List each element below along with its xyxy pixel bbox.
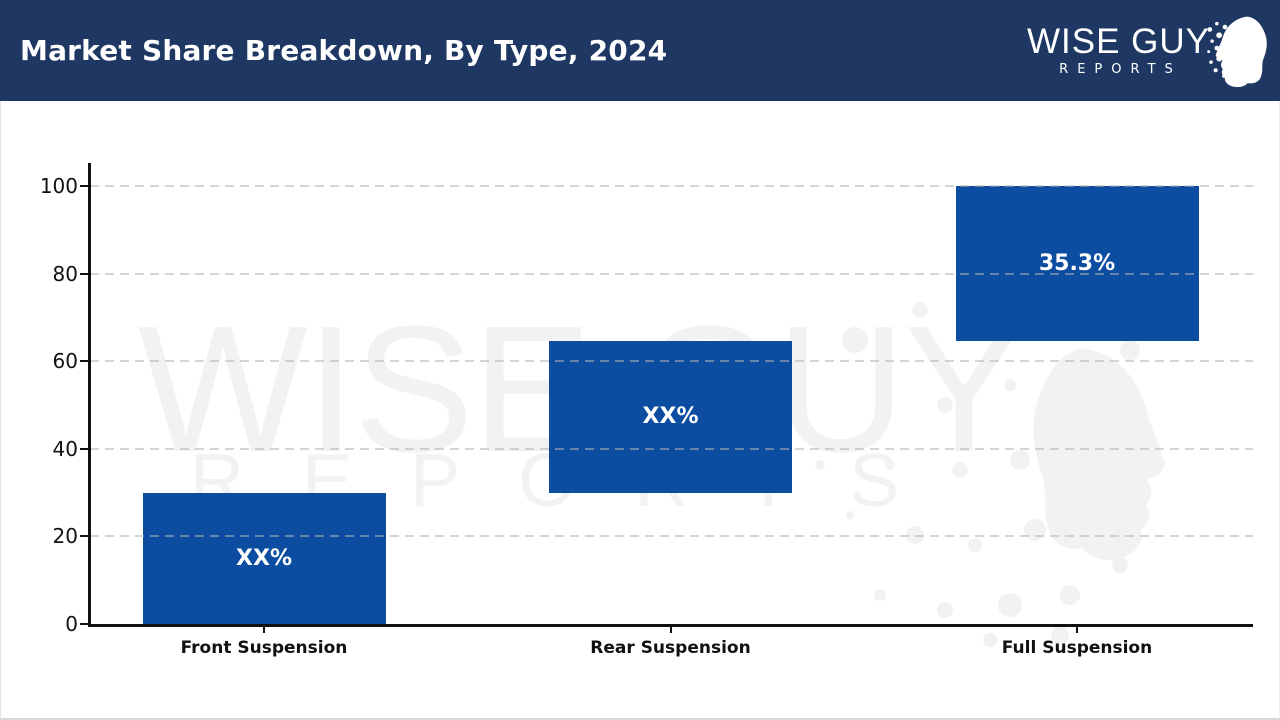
y-axis-tick-label: 100 [39,174,78,198]
bar-segment: XX% [142,492,386,624]
x-axis-tick-mark [263,626,265,633]
bar-segment: XX% [549,340,792,493]
x-axis-tick-mark [669,626,672,633]
y-axis-line [88,163,91,627]
bar-value-label: 35.3% [1038,250,1116,276]
y-axis-tick-label: 80 [52,261,78,286]
x-axis-category-label: Front Suspension [180,638,348,658]
y-axis-tick-label: 0 [65,612,78,636]
bar-segment: 35.3% [955,186,1199,341]
logo-wiseguy-label: WISE GUY [1026,22,1210,61]
bar-value-label: XX% [642,404,699,430]
y-axis-tick-mark [80,360,88,363]
x-axis-line [88,624,1253,627]
x-axis-category-label: Rear Suspension [590,638,751,658]
page-title: Market Share Breakdown, By Type, 2024 [20,34,668,67]
y-axis-tick-mark [80,535,88,538]
wiseguy-logo: WISE GUY REPORTS [1027,0,1274,101]
x-axis-tick-mark [1076,626,1078,633]
y-axis-tick-mark [80,447,88,450]
y-axis-tick-label: 60 [52,349,78,374]
logo-face-icon [1207,16,1267,87]
x-axis-category-label: Full Suspension [1001,638,1153,658]
header-bar: Market Share Breakdown, By Type, 2024 WI… [0,0,1280,101]
y-axis-tick-label: 20 [52,524,78,549]
bar-value-label: XX% [236,545,292,571]
y-axis-tick-mark [80,185,88,187]
y-axis-tick-label: 40 [52,436,78,461]
logo-reports-label: REPORTS [1059,62,1182,77]
y-axis-tick-mark [80,272,88,275]
y-axis-tick-mark [80,623,88,625]
logo-text: WISE GUY REPORTS [1026,22,1210,78]
